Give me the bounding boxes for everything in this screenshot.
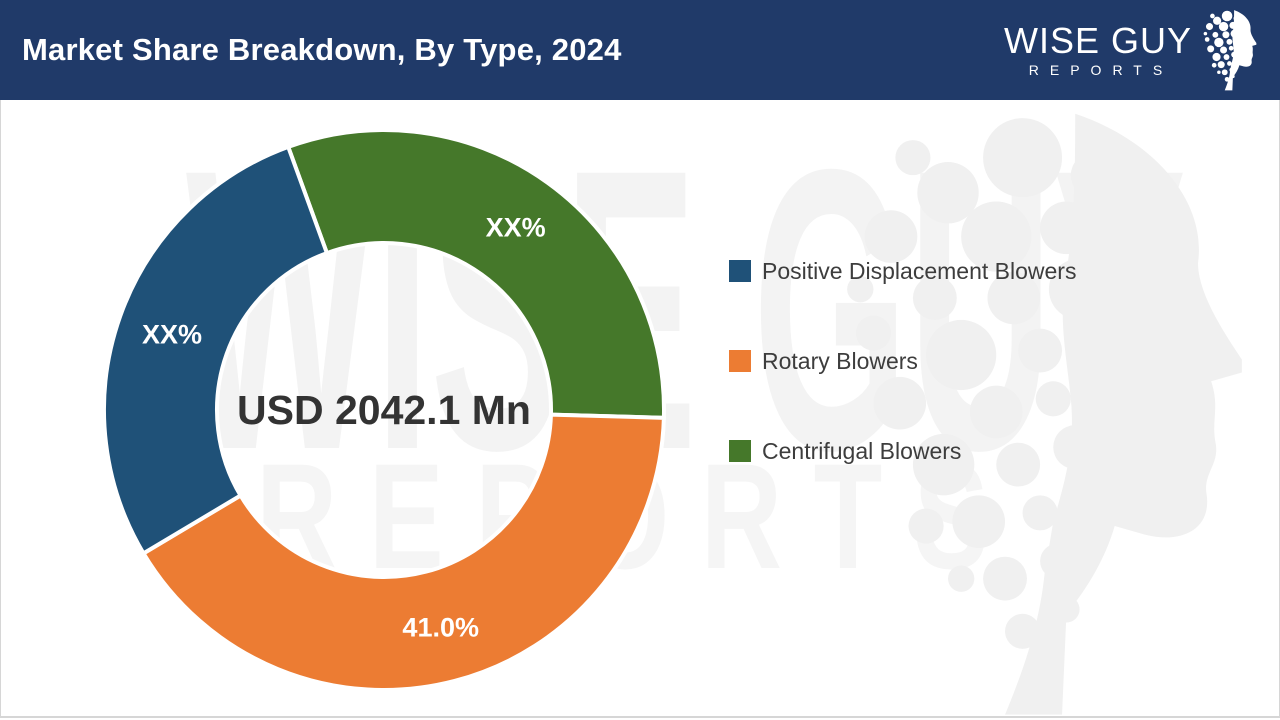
- legend-swatch-blue: [729, 260, 751, 282]
- legend-label: Positive Displacement Blowers: [762, 257, 1077, 284]
- donut-slice: [140, 412, 666, 692]
- wiseguy-face-icon: [1203, 10, 1257, 91]
- donut-slices: [102, 128, 666, 692]
- legend-swatch-orange: [729, 350, 751, 372]
- legend-swatch-green: [729, 440, 751, 462]
- slice-value-label: 41.0%: [402, 613, 479, 643]
- donut-chart: XX% 41.0% XX% USD 2042.1 Mn: [102, 128, 666, 692]
- legend-label: Centrifugal Blowers: [762, 437, 962, 464]
- legend-item-positive-displacement-blowers: Positive Displacement Blowers: [729, 256, 1076, 286]
- wiseguy-logo-text: WISE GUY REPORTS: [1003, 20, 1192, 78]
- header-bar: Market Share Breakdown, By Type, 2024 WI…: [0, 0, 1280, 100]
- legend-item-rotary-blowers: Rotary Blowers: [729, 346, 1076, 376]
- chart-canvas: WISE GUY REPORTS XX%41.0%XX% USD 2042.1 …: [0, 100, 1280, 718]
- legend-label: Rotary Blowers: [762, 347, 918, 374]
- wiseguy-logo-line2: REPORTS: [1028, 62, 1174, 78]
- wiseguy-logo-line1: WISE GUY: [1003, 20, 1192, 61]
- chart-legend: Positive Displacement Blowers Rotary Blo…: [729, 256, 1076, 526]
- slice-value-label: XX%: [486, 213, 546, 243]
- donut-center-value: USD 2042.1 Mn: [237, 387, 531, 433]
- donut-slice: [285, 128, 666, 420]
- donut-slice-labels: XX% 41.0% XX%: [142, 213, 546, 643]
- donut-slice: [102, 144, 330, 557]
- wiseguy-logo: WISE GUY REPORTS: [1004, 8, 1264, 92]
- legend-item-centrifugal-blowers: Centrifugal Blowers: [729, 436, 1076, 466]
- slice-value-label: XX%: [142, 320, 202, 350]
- page-title: Market Share Breakdown, By Type, 2024: [22, 32, 622, 67]
